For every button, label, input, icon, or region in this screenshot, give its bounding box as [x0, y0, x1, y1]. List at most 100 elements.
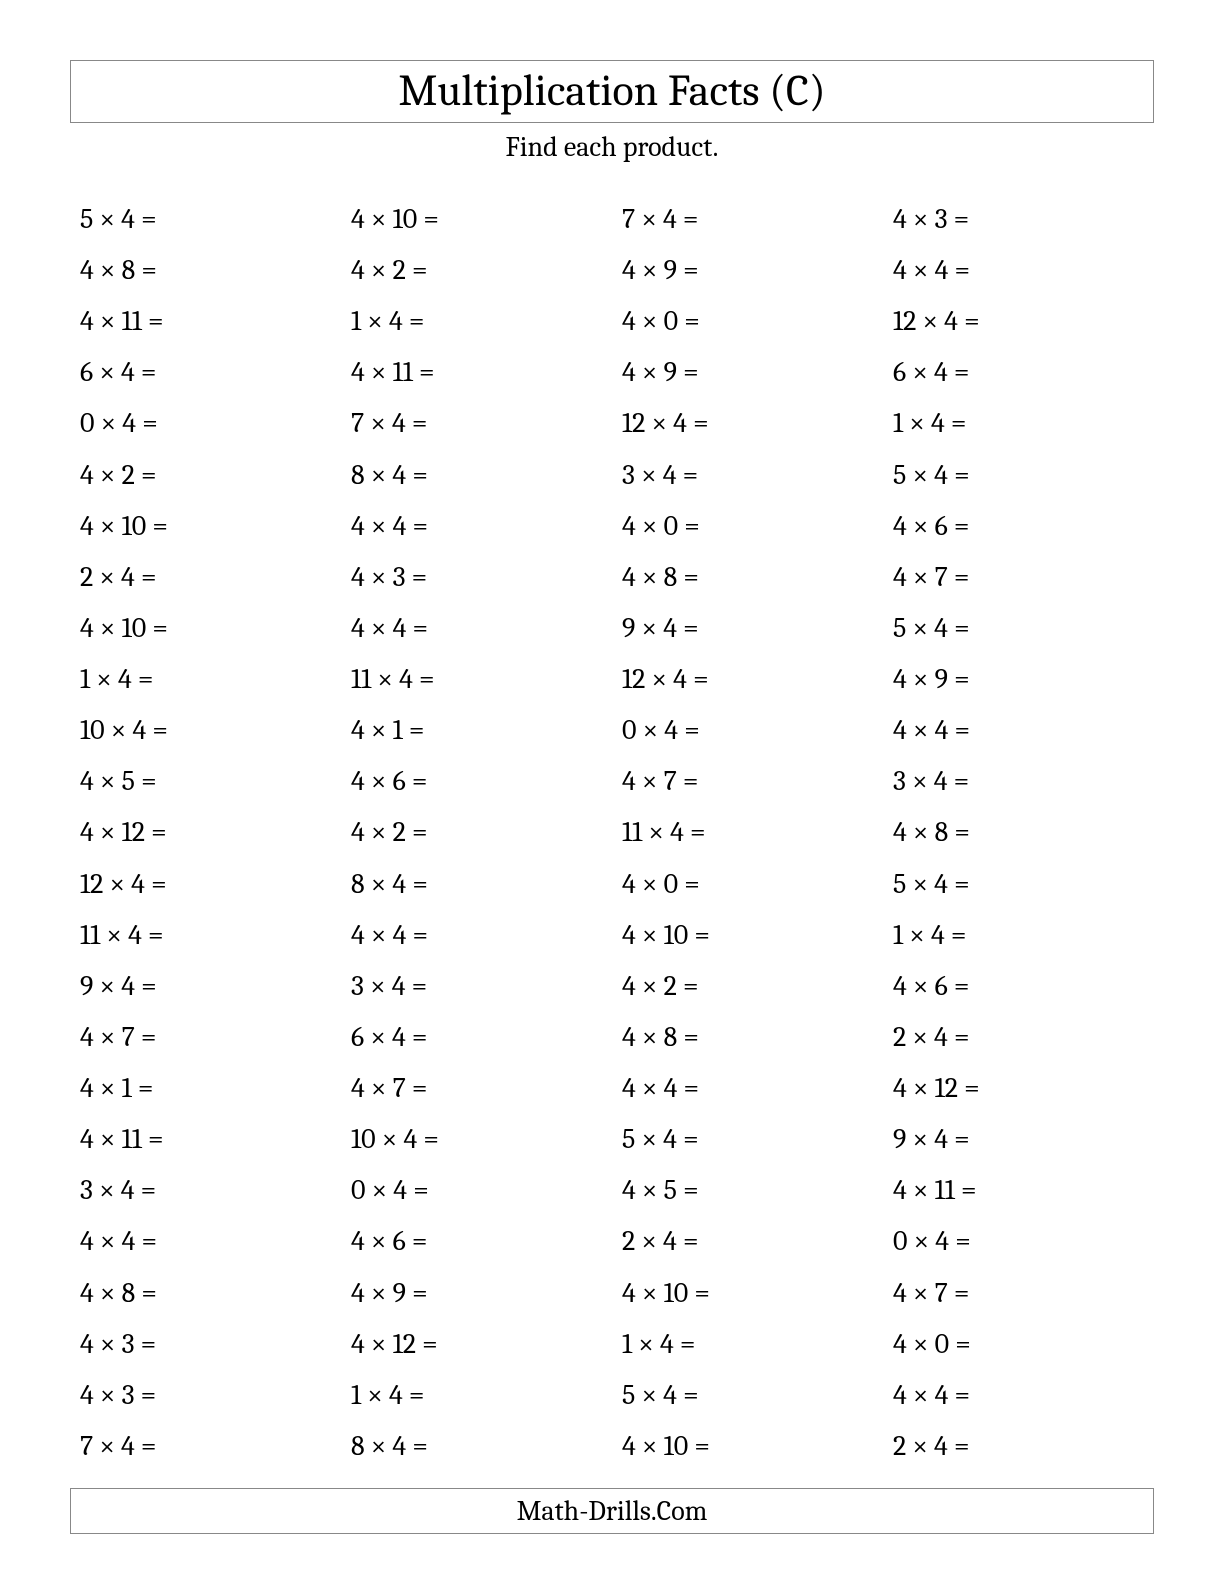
problem: 4 × 0 = [622, 305, 883, 343]
problem: 4 × 6 = [351, 1225, 612, 1263]
problem: 4 × 4 = [622, 1072, 883, 1110]
problem: 4 × 3 = [351, 561, 612, 599]
problem: 4 × 10 = [80, 612, 341, 650]
problem: 4 × 4 = [80, 1225, 341, 1263]
problem: 4 × 4 = [351, 919, 612, 957]
problem: 4 × 4 = [351, 510, 612, 548]
problem: 4 × 7 = [622, 765, 883, 803]
problem: 11 × 4 = [622, 816, 883, 854]
problem: 4 × 7 = [80, 1021, 341, 1059]
footer-box: Math-Drills.Com [70, 1488, 1154, 1534]
problem: 1 × 4 = [622, 1328, 883, 1366]
problems-grid: 5 × 4 = 4 × 10 = 7 × 4 = 4 × 3 = 4 × 8 = 4 × … [70, 203, 1154, 1468]
problem: 0 × 4 = [80, 407, 341, 445]
problem: 2 × 4 = [622, 1225, 883, 1263]
problem: 7 × 4 = [80, 1430, 341, 1468]
page-subtitle: Find each product. [70, 131, 1154, 163]
problem: 4 × 0 = [893, 1328, 1154, 1366]
problem: 5 × 4 = [893, 868, 1154, 906]
problem: 6 × 4 = [351, 1021, 612, 1059]
problem: 10 × 4 = [80, 714, 341, 752]
problem: 11 × 4 = [80, 919, 341, 957]
problem: 6 × 4 = [80, 356, 341, 394]
problem: 3 × 4 = [80, 1174, 341, 1212]
problem: 8 × 4 = [351, 868, 612, 906]
problem: 4 × 3 = [80, 1379, 341, 1417]
problem: 1 × 4 = [80, 663, 341, 701]
problem: 4 × 10 = [622, 919, 883, 957]
problem: 4 × 3 = [80, 1328, 341, 1366]
problem: 4 × 11 = [80, 305, 341, 343]
problem: 0 × 4 = [893, 1225, 1154, 1263]
problem: 1 × 4 = [893, 407, 1154, 445]
problem: 1 × 4 = [351, 1379, 612, 1417]
problem: 4 × 10 = [80, 510, 341, 548]
problem: 10 × 4 = [351, 1123, 612, 1161]
problem: 3 × 4 = [351, 970, 612, 1008]
problem: 7 × 4 = [351, 407, 612, 445]
problem: 4 × 5 = [622, 1174, 883, 1212]
problem: 5 × 4 = [893, 612, 1154, 650]
problem: 4 × 6 = [351, 765, 612, 803]
problem: 4 × 11 = [351, 356, 612, 394]
problem: 4 × 8 = [622, 561, 883, 599]
problem: 1 × 4 = [351, 305, 612, 343]
problem: 4 × 6 = [893, 510, 1154, 548]
problem: 4 × 2 = [80, 459, 341, 497]
problem: 4 × 4 = [893, 254, 1154, 292]
problem: 4 × 1 = [80, 1072, 341, 1110]
problem: 4 × 0 = [622, 868, 883, 906]
problem: 4 × 9 = [622, 356, 883, 394]
problem: 4 × 9 = [622, 254, 883, 292]
problem: 4 × 3 = [893, 203, 1154, 241]
problem: 7 × 4 = [622, 203, 883, 241]
problem: 12 × 4 = [893, 305, 1154, 343]
problem: 4 × 11 = [80, 1123, 341, 1161]
problem: 5 × 4 = [622, 1123, 883, 1161]
problem: 4 × 1 = [351, 714, 612, 752]
problem: 9 × 4 = [893, 1123, 1154, 1161]
problem: 4 × 12 = [80, 816, 341, 854]
problem: 6 × 4 = [893, 356, 1154, 394]
problem: 3 × 4 = [622, 459, 883, 497]
problem: 2 × 4 = [893, 1430, 1154, 1468]
problem: 4 × 10 = [351, 203, 612, 241]
problem: 4 × 12 = [893, 1072, 1154, 1110]
problem: 4 × 12 = [351, 1328, 612, 1366]
problem: 11 × 4 = [351, 663, 612, 701]
problem: 4 × 7 = [893, 1277, 1154, 1315]
problem: 4 × 9 = [893, 663, 1154, 701]
problem: 4 × 2 = [622, 970, 883, 1008]
problem: 4 × 2 = [351, 254, 612, 292]
problem: 4 × 2 = [351, 816, 612, 854]
problem: 12 × 4 = [622, 407, 883, 445]
problem: 5 × 4 = [893, 459, 1154, 497]
problem: 0 × 4 = [622, 714, 883, 752]
problem: 3 × 4 = [893, 765, 1154, 803]
footer-text: Math-Drills.Com [517, 1495, 708, 1527]
problem: 2 × 4 = [893, 1021, 1154, 1059]
problem: 8 × 4 = [351, 459, 612, 497]
problem: 4 × 11 = [893, 1174, 1154, 1212]
problem: 4 × 8 = [622, 1021, 883, 1059]
problem: 4 × 8 = [80, 1277, 341, 1315]
problem: 12 × 4 = [622, 663, 883, 701]
problem: 4 × 8 = [80, 254, 341, 292]
problem: 4 × 7 = [893, 561, 1154, 599]
problem: 4 × 4 = [893, 714, 1154, 752]
problem: 5 × 4 = [80, 203, 341, 241]
problem: 1 × 4 = [893, 919, 1154, 957]
problem: 4 × 7 = [351, 1072, 612, 1110]
problem: 4 × 5 = [80, 765, 341, 803]
problem: 4 × 8 = [893, 816, 1154, 854]
problem: 0 × 4 = [351, 1174, 612, 1212]
problem: 4 × 4 = [351, 612, 612, 650]
title-box: Multiplication Facts (C) [70, 60, 1154, 123]
problem: 9 × 4 = [622, 612, 883, 650]
problem: 5 × 4 = [622, 1379, 883, 1417]
problem: 4 × 6 = [893, 970, 1154, 1008]
problem: 2 × 4 = [80, 561, 341, 599]
problem: 4 × 0 = [622, 510, 883, 548]
problem: 4 × 4 = [893, 1379, 1154, 1417]
problem: 9 × 4 = [80, 970, 341, 1008]
